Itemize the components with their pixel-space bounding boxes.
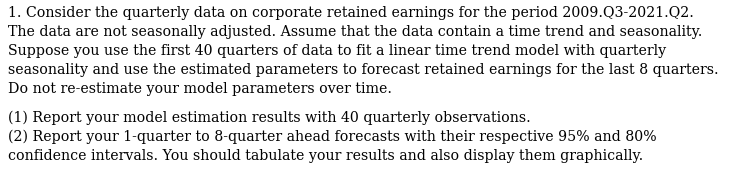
Text: (1) Report your model estimation results with 40 quarterly observations.: (1) Report your model estimation results… (8, 111, 531, 125)
Text: The data are not seasonally adjusted. Assume that the data contain a time trend : The data are not seasonally adjusted. As… (8, 25, 702, 39)
Text: Do not re-estimate your model parameters over time.: Do not re-estimate your model parameters… (8, 82, 392, 96)
Text: Suppose you use the first 40 quarters of data to fit a linear time trend model w: Suppose you use the first 40 quarters of… (8, 44, 666, 58)
Text: confidence intervals. You should tabulate your results and also display them gra: confidence intervals. You should tabulat… (8, 149, 643, 163)
Text: seasonality and use the estimated parameters to forecast retained earnings for t: seasonality and use the estimated parame… (8, 63, 719, 77)
Text: (2) Report your 1-quarter to 8-quarter ahead forecasts with their respective 95%: (2) Report your 1-quarter to 8-quarter a… (8, 130, 656, 144)
Text: 1. Consider the quarterly data on corporate retained earnings for the period 200: 1. Consider the quarterly data on corpor… (8, 6, 694, 20)
